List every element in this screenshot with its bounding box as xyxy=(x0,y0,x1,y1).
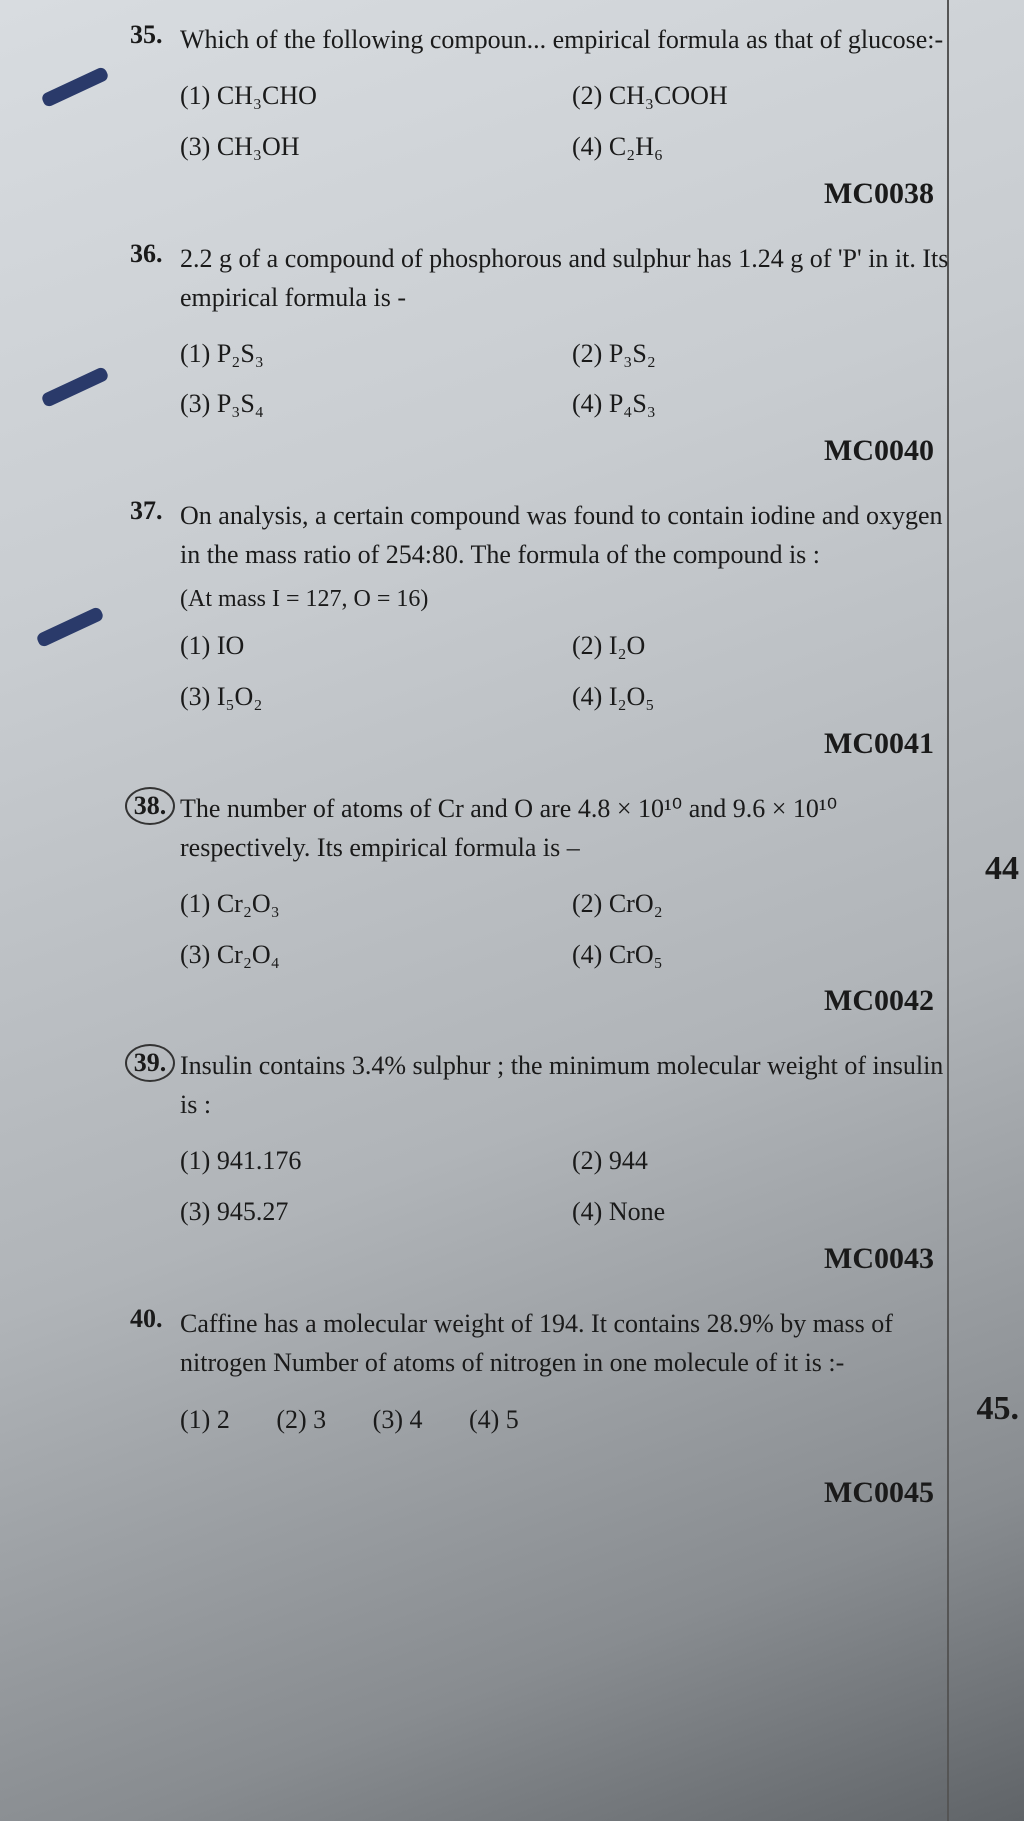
question-39: 39. Insulin contains 3.4% sulphur ; the … xyxy=(180,1046,964,1276)
question-number: 36. xyxy=(130,239,163,269)
option-4: (4) 5 xyxy=(469,1394,519,1446)
question-number-circled: 38. xyxy=(125,787,175,825)
question-36: 36. 2.2 g of a compound of phosphorous a… xyxy=(180,239,964,469)
question-text: On analysis, a certain compound was foun… xyxy=(180,496,964,574)
question-code: MC0042 xyxy=(180,984,964,1018)
question-text: The number of atoms of Cr and O are 4.8 … xyxy=(180,789,964,867)
option-1: (1) P₂S₃ xyxy=(180,329,572,380)
option-1: (1) 2 xyxy=(180,1394,230,1446)
option-4: (4) P₄S₃ xyxy=(572,379,964,430)
side-number-45: 45. xyxy=(977,1390,1020,1428)
question-text: Caffine has a molecular weight of 194. I… xyxy=(180,1304,964,1382)
option-1: (1) Cr₂O₃ xyxy=(180,879,572,930)
option-3: (3) P₃S₄ xyxy=(180,379,572,430)
question-text: Insulin contains 3.4% sulphur ; the mini… xyxy=(180,1046,964,1124)
options: (1) Cr₂O₃ (2) CrO₂ (3) Cr₂O₄ (4) CrO₅ xyxy=(180,879,964,981)
question-code: MC0040 xyxy=(180,434,964,468)
options: (1) 941.176 (2) 944 (3) 945.27 (4) None xyxy=(180,1136,964,1238)
option-2: (2) 944 xyxy=(572,1136,964,1187)
option-4: (4) None xyxy=(572,1187,964,1238)
question-code: MC0045 xyxy=(180,1476,964,1510)
options: (1) CH₃CHO (2) CH₃COOH (3) CH₃OH (4) C₂H… xyxy=(180,71,964,173)
option-3: (3) Cr₂O₄ xyxy=(180,930,572,981)
page-content: 35. Which of the following compoun... em… xyxy=(0,0,1024,1558)
question-note: (At mass I = 127, O = 16) xyxy=(180,586,964,613)
option-2: (2) CrO₂ xyxy=(572,879,964,930)
option-4: (4) I₂O₅ xyxy=(572,672,964,723)
question-37: 37. On analysis, a certain compound was … xyxy=(180,496,964,761)
question-code: MC0038 xyxy=(180,177,964,211)
options: (1) P₂S₃ (2) P₃S₂ (3) P₃S₄ (4) P₄S₃ xyxy=(180,329,964,431)
options-inline: (1) 2 (2) 3 (3) 4 (4) 5 xyxy=(180,1394,964,1446)
question-number: 35. xyxy=(130,20,163,50)
question-40: 40. Caffine has a molecular weight of 19… xyxy=(180,1304,964,1510)
option-3: (3) 4 xyxy=(373,1394,423,1446)
option-3: (3) CH₃OH xyxy=(180,122,572,173)
question-number-circled: 39. xyxy=(125,1044,175,1082)
option-1: (1) 941.176 xyxy=(180,1136,572,1187)
options: (1) IO (2) I₂O (3) I₅O₂ (4) I₂O₅ xyxy=(180,621,964,723)
option-4: (4) C₂H₆ xyxy=(572,122,964,173)
option-3: (3) 945.27 xyxy=(180,1187,572,1238)
option-4: (4) CrO₅ xyxy=(572,930,964,981)
option-1: (1) CH₃CHO xyxy=(180,71,572,122)
question-code: MC0043 xyxy=(180,1242,964,1276)
question-text: 2.2 g of a compound of phosphorous and s… xyxy=(180,239,964,317)
question-35: 35. Which of the following compoun... em… xyxy=(180,20,964,211)
option-2: (2) P₃S₂ xyxy=(572,329,964,380)
question-text: Which of the following compoun... empiri… xyxy=(180,20,964,59)
side-number-44: 44 xyxy=(985,850,1019,888)
question-number: 37. xyxy=(130,496,163,526)
question-code: MC0041 xyxy=(180,727,964,761)
option-2: (2) I₂O xyxy=(572,621,964,672)
question-38: 38. The number of atoms of Cr and O are … xyxy=(180,789,964,1019)
option-2: (2) 3 xyxy=(276,1394,326,1446)
option-1: (1) IO xyxy=(180,621,572,672)
option-2: (2) CH₃COOH xyxy=(572,71,964,122)
question-number: 40. xyxy=(130,1304,163,1334)
option-3: (3) I₅O₂ xyxy=(180,672,572,723)
